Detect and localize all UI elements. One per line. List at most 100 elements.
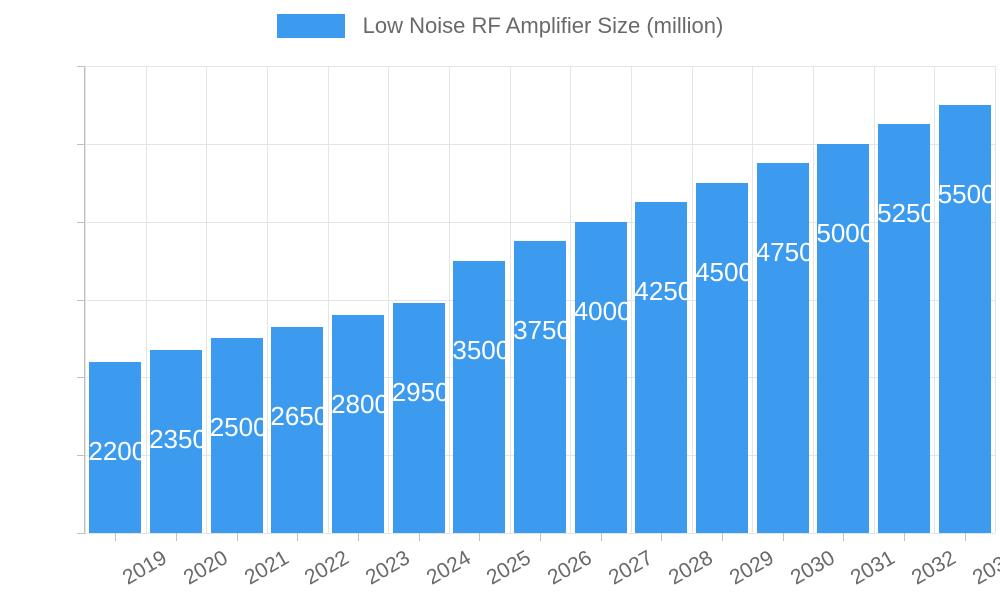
bar-slot: 5500 xyxy=(938,66,991,533)
legend-item-label: Low Noise RF Amplifier Size (million) xyxy=(362,13,724,38)
x-axis-tick-label: 2029 xyxy=(725,546,778,590)
bar-slot: 5250 xyxy=(878,66,930,533)
x-axis-tick-mark xyxy=(722,533,723,541)
bar-label-clip: 2350 xyxy=(150,350,202,533)
bar-value-label: 3500 xyxy=(453,334,506,365)
x-axis-tick-label: 2021 xyxy=(240,546,293,590)
bar-slot: 2950 xyxy=(392,66,445,533)
bar-value-label: 4750 xyxy=(756,237,809,268)
x-axis-tick-mark xyxy=(419,533,420,541)
x-axis-tick-mark xyxy=(661,533,662,541)
bar-slot: 2350 xyxy=(150,66,202,533)
bar[interactable]: 5500 xyxy=(938,104,991,533)
bar-value-label: 5000 xyxy=(817,217,870,248)
gridline-vertical xyxy=(752,66,753,533)
y-axis-tick-mark xyxy=(77,299,85,301)
x-axis-tick-mark xyxy=(965,533,966,541)
x-axis-tick-mark xyxy=(115,533,116,541)
x-axis-tick-mark xyxy=(358,533,359,541)
x-axis-tick-label: 2031 xyxy=(847,546,900,590)
bar[interactable]: 2500 xyxy=(210,338,263,533)
bar[interactable]: 4000 xyxy=(574,221,627,533)
x-axis-tick-mark xyxy=(540,533,541,541)
bar[interactable]: 2950 xyxy=(392,303,445,533)
bar-value-label: 4250 xyxy=(635,276,688,307)
x-axis-tick-mark xyxy=(176,533,177,541)
gridline-vertical xyxy=(85,66,86,533)
x-axis-tick-label: 2033 xyxy=(968,546,1000,590)
bar-label-clip: 2500 xyxy=(211,338,263,533)
bar-label-clip: 3500 xyxy=(453,261,505,533)
gridline-vertical xyxy=(570,66,571,533)
y-axis-tick-mark xyxy=(77,221,85,223)
x-axis-tick-mark xyxy=(479,533,480,541)
bar[interactable]: 2200 xyxy=(89,361,142,533)
x-axis-tick-label: 2025 xyxy=(483,546,536,590)
bar-label-clip: 4750 xyxy=(757,163,809,533)
x-axis-tick-label: 2030 xyxy=(786,546,839,590)
x-axis-tick-mark xyxy=(843,533,844,541)
x-axis-tick-label: 2023 xyxy=(361,546,414,590)
bar-value-label: 2650 xyxy=(271,400,324,431)
x-axis-tick-label: 2024 xyxy=(422,546,475,590)
bar-slot: 3750 xyxy=(514,66,566,533)
bar-value-label: 5500 xyxy=(938,178,991,209)
x-axis-tick-mark xyxy=(601,533,602,541)
bar-value-label: 4000 xyxy=(574,295,627,326)
bar[interactable]: 3750 xyxy=(514,241,566,533)
bar[interactable]: 4500 xyxy=(696,182,748,533)
bar[interactable]: 2650 xyxy=(271,326,324,533)
x-axis-tick-label: 2019 xyxy=(119,546,172,590)
bar[interactable]: 4750 xyxy=(756,163,809,533)
legend-item-series-0[interactable]: Low Noise RF Amplifier Size (million) xyxy=(276,13,724,38)
bar-label-clip: 5250 xyxy=(878,124,930,533)
bar-label-clip: 2200 xyxy=(89,362,141,533)
y-axis-tick-mark xyxy=(77,455,85,457)
bar[interactable]: 5250 xyxy=(878,124,930,533)
gridline-vertical xyxy=(388,66,389,533)
plot-area: 2200 2350 2500 2650 2800 2950 3500 3750 4000 4250… xyxy=(77,66,996,541)
x-axis-tick-mark xyxy=(297,533,298,541)
gridline-vertical xyxy=(146,66,147,533)
x-axis-tick-label: 2022 xyxy=(301,546,354,590)
y-axis-tick-mark xyxy=(77,533,85,534)
bar-label-clip: 5000 xyxy=(817,144,869,533)
gridline-vertical xyxy=(874,66,875,533)
bar-value-label: 3750 xyxy=(514,315,566,346)
gridline-vertical xyxy=(934,66,935,533)
gridline-vertical xyxy=(328,66,329,533)
bar[interactable]: 2800 xyxy=(332,315,384,533)
bar-slot: 2500 xyxy=(210,66,263,533)
bar-value-label: 5250 xyxy=(878,198,930,229)
x-axis-tick-label: 2032 xyxy=(907,546,960,590)
legend-swatch-icon xyxy=(276,14,345,38)
x-axis-tick-label: 2026 xyxy=(543,546,596,590)
x-axis-tick-mark xyxy=(237,533,238,541)
bar-slot: 4750 xyxy=(756,66,809,533)
bar-label-clip: 2950 xyxy=(393,303,445,533)
x-axis-tick-label: 2028 xyxy=(665,546,718,590)
bar-label-clip: 4000 xyxy=(575,222,627,533)
bar-slot: 2800 xyxy=(332,66,384,533)
gridline-horizontal xyxy=(85,221,995,223)
bar-label-clip: 2650 xyxy=(271,327,323,533)
bar-slot: 4000 xyxy=(574,66,627,533)
gridline-horizontal xyxy=(85,143,995,145)
bar[interactable]: 4250 xyxy=(635,202,688,533)
bar-value-label: 2200 xyxy=(89,435,142,466)
bar[interactable]: 3500 xyxy=(453,260,506,533)
y-axis-tick-mark xyxy=(77,377,85,379)
bar-value-label: 2350 xyxy=(150,424,202,455)
bar[interactable]: 5000 xyxy=(817,143,870,533)
bar-label-clip: 5500 xyxy=(939,105,991,533)
gridline-vertical xyxy=(267,66,268,533)
bar-value-label: 2500 xyxy=(210,412,263,443)
gridline-vertical xyxy=(692,66,693,533)
x-axis-tick-label: 2020 xyxy=(179,546,232,590)
gridline-vertical xyxy=(995,66,996,533)
y-axis-tick-mark xyxy=(77,66,85,67)
x-axis-tick-mark xyxy=(904,533,905,541)
bar[interactable]: 2350 xyxy=(150,350,202,533)
gridline-horizontal xyxy=(85,66,995,67)
